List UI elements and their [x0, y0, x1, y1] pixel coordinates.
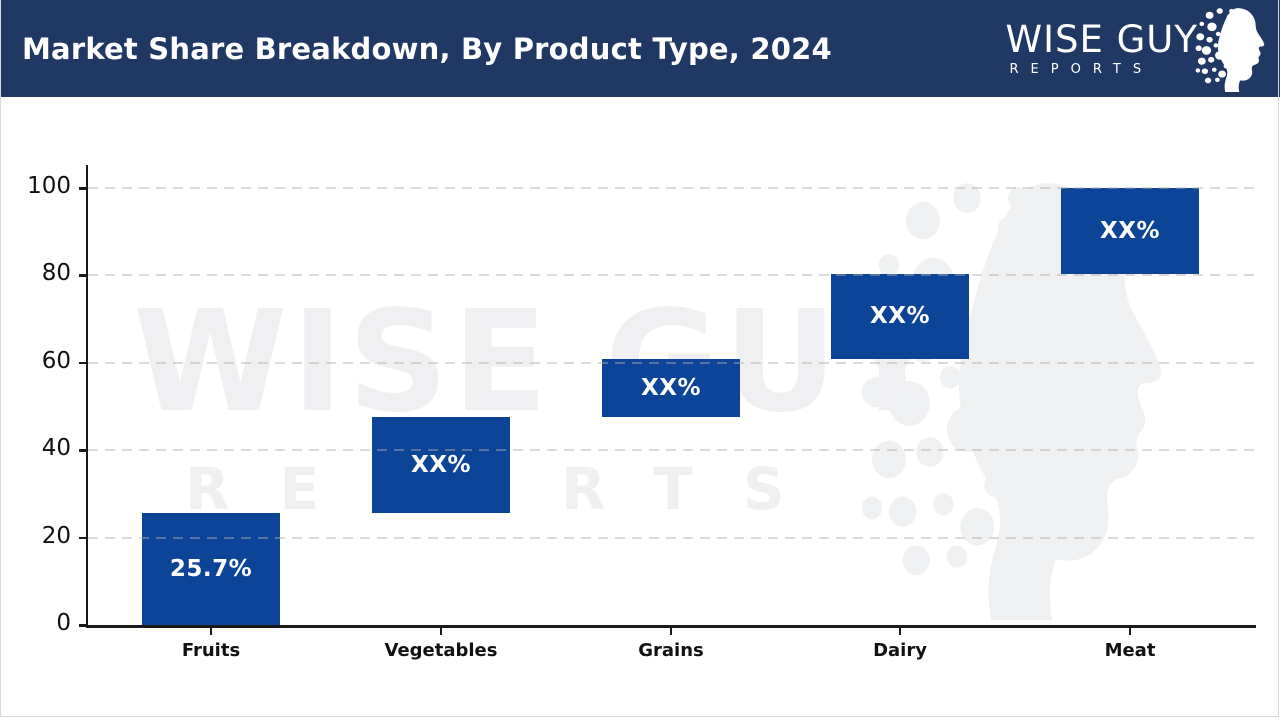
logo-wiseguy-text: WISE GUY [1005, 17, 1198, 61]
bar-value-label: 25.7% [169, 555, 253, 582]
x-tick [670, 627, 672, 635]
chart-area: WISE GUY REPORTS 25.7%XX%XX%XX%XX%020406… [0, 97, 1280, 720]
y-tick-label: 40 [41, 435, 71, 462]
bar-value-label: XX% [1099, 217, 1160, 244]
bar-fruits: 25.7% [142, 512, 280, 625]
y-tick [79, 361, 88, 365]
y-tick [79, 187, 88, 190]
y-tick-label: 60 [41, 347, 71, 374]
logo-text: WISE GUY REPORTS [1006, 21, 1198, 77]
wiseguy-head-icon [1194, 6, 1272, 92]
y-tick [79, 449, 88, 452]
y-tick-label: 0 [56, 610, 71, 636]
y-tick [79, 274, 88, 277]
y-tick-label: 20 [41, 522, 71, 549]
wiseguy-logo: WISE GUY REPORTS [1006, 6, 1272, 92]
bar-meat: XX% [1061, 188, 1199, 274]
gridline [88, 274, 1256, 277]
bar-grains: XX% [602, 358, 740, 417]
bar-value-label: XX% [869, 303, 930, 330]
x-tick [210, 627, 212, 635]
gridline [88, 361, 1256, 364]
bar-vegetables: XX% [372, 416, 510, 513]
x-tick [1129, 627, 1131, 635]
y-tick [79, 536, 88, 540]
x-tick [899, 627, 901, 635]
x-tick-label-meat: Meat [1104, 640, 1156, 661]
y-axis-line [85, 165, 88, 628]
bar-value-label: XX% [640, 374, 701, 401]
y-tick-label: 80 [41, 260, 71, 287]
bar-value-label: XX% [410, 451, 471, 478]
bar-dairy: XX% [831, 273, 969, 359]
header: Market Share Breakdown, By Product Type,… [0, 0, 1280, 97]
y-tick [79, 624, 88, 627]
x-tick-label-dairy: Dairy [873, 640, 927, 661]
page-title: Market Share Breakdown, By Product Type,… [22, 31, 832, 66]
logo-reports-text: REPORTS [1009, 61, 1154, 77]
x-tick-label-fruits: Fruits [181, 640, 241, 661]
y-tick-label: 100 [27, 173, 71, 199]
gridline [88, 449, 1256, 452]
gridline [88, 536, 1256, 539]
x-tick-label-vegetables: Vegetables [384, 640, 498, 661]
x-axis-line [85, 625, 1256, 628]
x-tick [440, 627, 442, 635]
x-tick-label-grains: Grains [638, 640, 704, 661]
gridline [88, 187, 1256, 189]
